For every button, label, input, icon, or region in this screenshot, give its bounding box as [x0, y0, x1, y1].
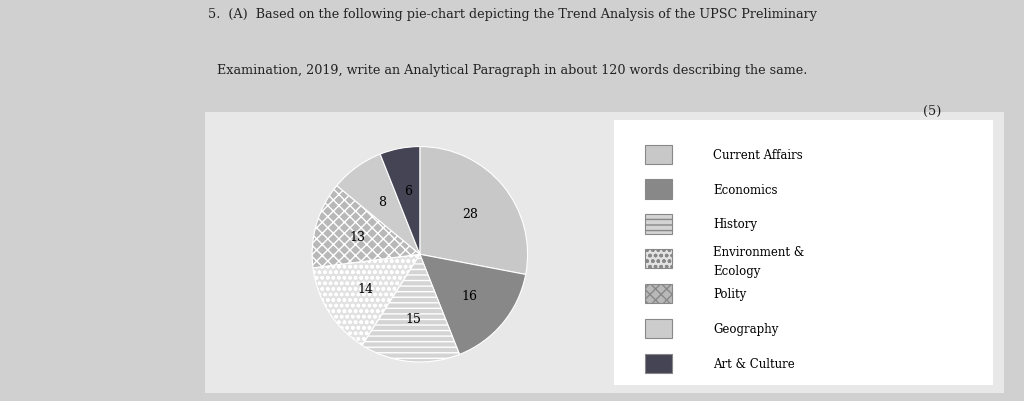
Wedge shape — [313, 255, 420, 345]
Text: History: History — [713, 218, 757, 231]
Text: Geography: Geography — [713, 322, 778, 335]
Text: 8: 8 — [378, 196, 386, 209]
Text: (5): (5) — [923, 104, 941, 117]
Bar — [645, 285, 672, 304]
Text: 5.  (A)  Based on the following pie-chart depicting the Trend Analysis of the UP: 5. (A) Based on the following pie-chart … — [208, 8, 816, 21]
Bar — [645, 180, 672, 199]
Text: Examination, 2019, write an Analytical Paragraph in about 120 words describing t: Examination, 2019, write an Analytical P… — [217, 64, 807, 77]
Text: 15: 15 — [406, 312, 422, 325]
Wedge shape — [312, 186, 420, 268]
Text: Economics: Economics — [713, 183, 777, 196]
Text: Current Affairs: Current Affairs — [713, 148, 803, 161]
Text: Environment &: Environment & — [713, 245, 804, 258]
Wedge shape — [362, 255, 460, 362]
Text: 16: 16 — [462, 289, 477, 302]
Text: 13: 13 — [350, 230, 366, 243]
Text: 14: 14 — [357, 283, 374, 296]
Bar — [645, 145, 672, 164]
FancyBboxPatch shape — [607, 115, 1000, 390]
Text: 28: 28 — [462, 207, 477, 220]
Wedge shape — [380, 147, 420, 255]
Text: Art & Culture: Art & Culture — [713, 357, 795, 370]
Wedge shape — [420, 255, 525, 354]
Bar — [645, 354, 672, 373]
Text: Polity: Polity — [713, 288, 746, 301]
Text: 6: 6 — [403, 185, 412, 198]
Bar — [645, 215, 672, 234]
Wedge shape — [420, 147, 527, 275]
FancyBboxPatch shape — [173, 101, 1024, 401]
Text: Ecology: Ecology — [713, 264, 760, 277]
Bar — [645, 250, 672, 269]
Bar — [645, 320, 672, 338]
Wedge shape — [337, 155, 420, 255]
